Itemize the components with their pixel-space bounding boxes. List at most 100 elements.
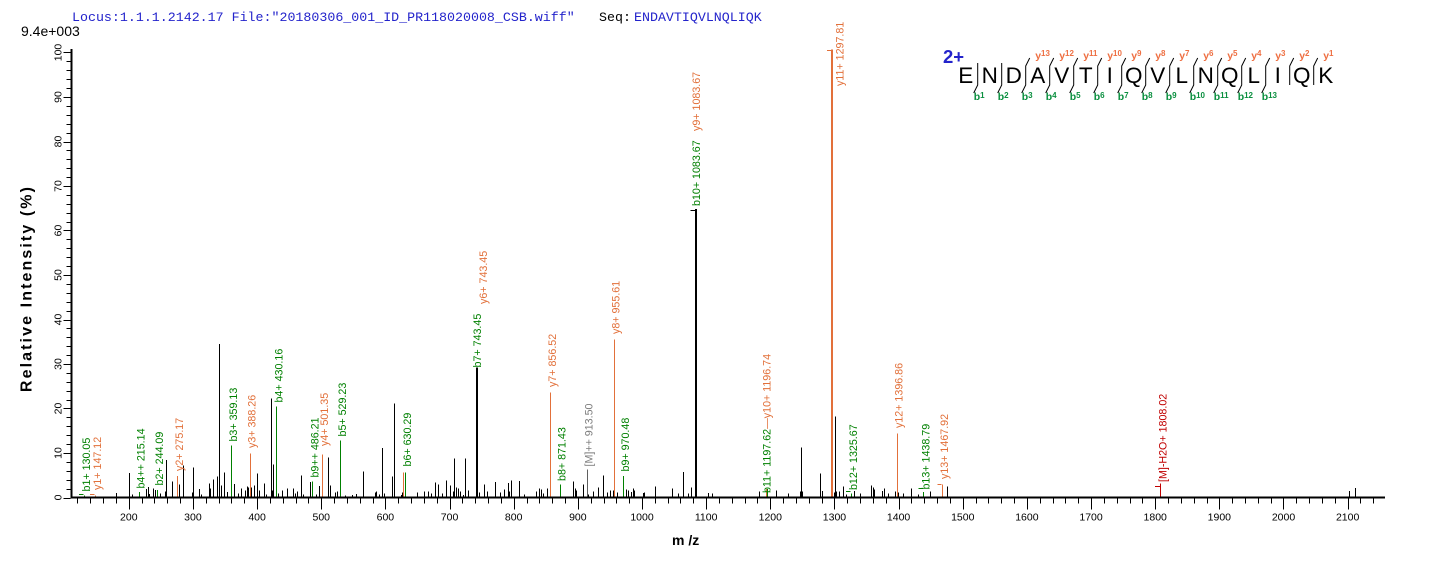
svg-text:y13+ 1467.92: y13+ 1467.92 [939, 414, 951, 479]
svg-text:y4: y4 [1251, 49, 1262, 62]
svg-text:2+: 2+ [943, 46, 964, 67]
svg-text:y2: y2 [1299, 49, 1310, 62]
svg-text:100: 100 [53, 44, 65, 62]
svg-text:b12+ 1325.67: b12+ 1325.67 [848, 424, 860, 490]
svg-text:1000: 1000 [630, 512, 654, 524]
svg-text:N: N [982, 63, 998, 88]
svg-text:b3+ 359.13: b3+ 359.13 [228, 388, 240, 442]
svg-text:b7: b7 [1118, 91, 1129, 103]
svg-text:b8: b8 [1142, 91, 1153, 103]
svg-text:1500: 1500 [951, 512, 975, 524]
svg-text:b6: b6 [1094, 91, 1105, 103]
svg-text:V: V [1150, 63, 1165, 88]
svg-text:2100: 2100 [1336, 512, 1360, 524]
svg-text:b7+ 743.45: b7+ 743.45 [472, 314, 484, 368]
svg-text:y1: y1 [1323, 49, 1334, 62]
svg-text:1600: 1600 [1015, 512, 1039, 524]
svg-text:b5: b5 [1070, 91, 1081, 103]
svg-text:y1+ 147.12: y1+ 147.12 [92, 437, 104, 490]
svg-text:b2: b2 [998, 91, 1009, 103]
svg-text:b13+ 1438.79: b13+ 1438.79 [920, 424, 932, 490]
svg-text:10: 10 [53, 447, 65, 459]
svg-text:300: 300 [184, 512, 202, 524]
svg-text:b11+ 1197.62—y10+ 1196.74: b11+ 1197.62—y10+ 1196.74 [762, 354, 774, 493]
svg-text:b1: b1 [974, 91, 985, 103]
svg-text:Q: Q [1125, 63, 1143, 88]
svg-text:y9+ 1083.67: y9+ 1083.67 [691, 72, 703, 131]
svg-text:800: 800 [505, 512, 523, 524]
svg-text:y8: y8 [1155, 49, 1166, 62]
svg-text:Q: Q [1293, 63, 1311, 88]
svg-text:V: V [1054, 63, 1069, 88]
svg-text:y5: y5 [1227, 49, 1238, 62]
svg-text:y3: y3 [1275, 49, 1286, 62]
svg-text:2000: 2000 [1272, 512, 1296, 524]
svg-text:E: E [958, 63, 973, 88]
svg-text:90: 90 [53, 91, 65, 103]
svg-text:[M]-H2O+ 1808.02: [M]-H2O+ 1808.02 [1157, 394, 1169, 482]
svg-text:D: D [1006, 63, 1022, 88]
svg-text:50: 50 [53, 269, 65, 281]
svg-text:y6: y6 [1203, 49, 1214, 62]
svg-text:Seq:: Seq: [599, 10, 631, 25]
svg-text:L: L [1175, 63, 1188, 88]
svg-text:K: K [1318, 63, 1333, 88]
svg-text:1700: 1700 [1079, 512, 1103, 524]
svg-text:0: 0 [53, 494, 65, 500]
svg-text:Relative Intensity (%): Relative Intensity (%) [19, 185, 36, 392]
svg-text:500: 500 [312, 512, 330, 524]
svg-text:b1+ 130.05: b1+ 130.05 [81, 438, 93, 492]
svg-text:30: 30 [53, 358, 65, 370]
svg-text:y3+ 388.26: y3+ 388.26 [247, 395, 259, 448]
svg-text:T: T [1079, 63, 1093, 88]
svg-text:A: A [1030, 63, 1045, 88]
svg-text:I: I [1275, 63, 1281, 88]
svg-text:400: 400 [248, 512, 266, 524]
svg-text:y7+ 856.52: y7+ 856.52 [547, 334, 559, 387]
svg-text:y7: y7 [1179, 49, 1190, 62]
svg-text:y6+ 743.45: y6+ 743.45 [478, 251, 490, 304]
svg-text:b5+ 529.23: b5+ 529.23 [337, 383, 349, 437]
svg-text:20: 20 [53, 403, 65, 415]
svg-text:N: N [1198, 63, 1214, 88]
svg-text:b4++ 215.14: b4++ 215.14 [136, 428, 148, 488]
svg-text:L: L [1247, 63, 1260, 88]
svg-text:9.4e+003: 9.4e+003 [21, 23, 80, 39]
svg-text:b9: b9 [1166, 91, 1177, 103]
svg-text:[M]++ 913.50: [M]++ 913.50 [584, 403, 596, 466]
svg-text:1900: 1900 [1208, 512, 1232, 524]
svg-text:60: 60 [53, 225, 65, 237]
svg-text:m /z: m /z [672, 532, 699, 548]
svg-text:b6+ 630.29: b6+ 630.29 [402, 413, 414, 467]
svg-text:200: 200 [120, 512, 138, 524]
svg-text:900: 900 [569, 512, 587, 524]
svg-text:y11+ 1297.81: y11+ 1297.81 [835, 22, 847, 86]
svg-text:40: 40 [53, 314, 65, 326]
svg-text:y12+ 1396.86: y12+ 1396.86 [894, 363, 906, 428]
svg-text:y4+ 501.35: y4+ 501.35 [319, 393, 331, 446]
svg-text:b9+ 970.48: b9+ 970.48 [620, 418, 632, 472]
svg-text:b4+ 430.16: b4+ 430.16 [273, 349, 285, 403]
svg-text:1800: 1800 [1144, 512, 1168, 524]
svg-text:I: I [1107, 63, 1113, 88]
svg-text:b10+ 1083.67: b10+ 1083.67 [691, 140, 703, 206]
svg-text:b4: b4 [1046, 91, 1057, 103]
svg-text:b2+ 244.09: b2+ 244.09 [154, 432, 166, 486]
svg-text:y9: y9 [1131, 49, 1142, 62]
svg-text:b3: b3 [1022, 91, 1033, 103]
svg-text:y2+ 275.17: y2+ 275.17 [174, 418, 186, 471]
svg-text:700: 700 [441, 512, 459, 524]
svg-text:Q: Q [1221, 63, 1239, 88]
svg-text:600: 600 [377, 512, 395, 524]
svg-text:1300: 1300 [823, 512, 847, 524]
svg-text:70: 70 [53, 180, 65, 192]
svg-text:b9++ 486.21: b9++ 486.21 [309, 417, 321, 477]
svg-text:1400: 1400 [887, 512, 911, 524]
svg-text:b8+ 871.43: b8+ 871.43 [557, 427, 569, 481]
svg-text:ENDAVTIQVLNQLIQK: ENDAVTIQVLNQLIQK [634, 10, 762, 25]
svg-text:80: 80 [53, 136, 65, 148]
svg-text:Locus:1.1.1.2142.17 File:"2018: Locus:1.1.1.2142.17 File:"20180306_001_I… [72, 10, 575, 25]
svg-text:y8+ 955.61: y8+ 955.61 [611, 281, 623, 334]
svg-text:1200: 1200 [759, 512, 783, 524]
svg-text:1100: 1100 [695, 512, 718, 524]
